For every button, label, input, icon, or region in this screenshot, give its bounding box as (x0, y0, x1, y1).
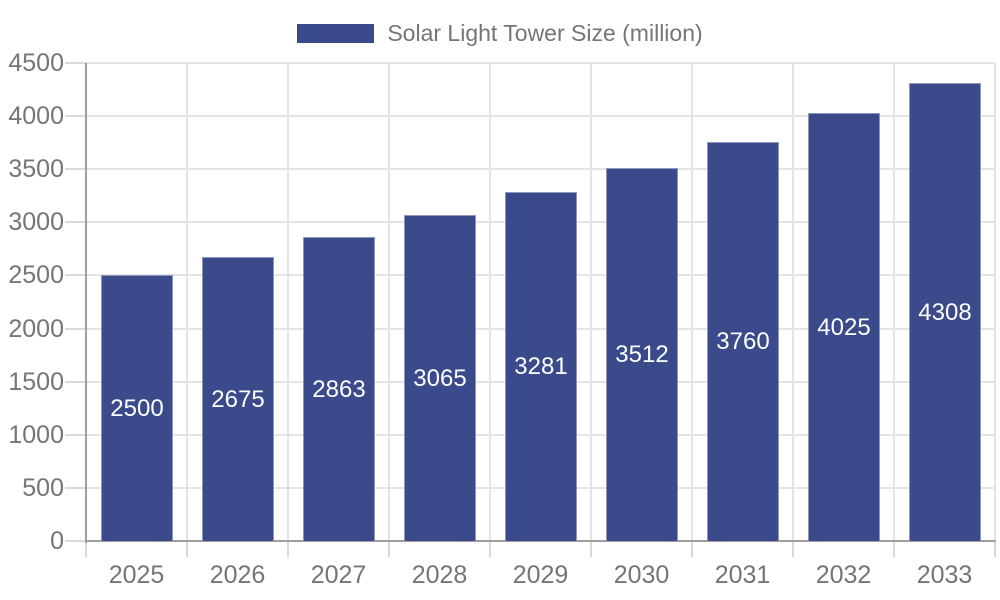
gridline-vertical (590, 63, 592, 541)
gridline-vertical (388, 63, 390, 541)
bar-value-label: 3065 (413, 364, 467, 392)
chart-legend: Solar Light Tower Size (million) (0, 19, 1000, 46)
y-axis-line (85, 63, 87, 543)
y-axis-tick (65, 115, 86, 117)
bar-2031[interactable]: 3760 (707, 142, 779, 541)
y-axis-label: 0 (50, 527, 64, 555)
gridline-vertical (994, 63, 996, 541)
bar-value-label: 4025 (817, 313, 871, 341)
bar-value-label: 3281 (514, 353, 568, 380)
bar-value-label: 2675 (211, 385, 265, 413)
y-axis-tick (65, 328, 86, 330)
x-axis-label: 2033 (916, 561, 973, 589)
bar-value-label: 2500 (110, 394, 164, 422)
x-axis-label: 2029 (512, 561, 569, 589)
x-axis-tick (590, 541, 592, 557)
x-axis-label: 2028 (411, 561, 468, 589)
gridline-vertical (489, 63, 491, 541)
y-axis-tick (65, 434, 86, 436)
x-axis-label: 2026 (209, 561, 266, 589)
gridline-vertical (186, 63, 188, 541)
bar-2025[interactable]: 2500 (101, 275, 173, 541)
x-axis-line (85, 540, 996, 542)
x-axis-tick (489, 541, 491, 557)
gridline-horizontal (86, 115, 995, 117)
y-axis-label: 1500 (8, 368, 64, 396)
gridline-horizontal (86, 62, 995, 64)
x-axis-tick (287, 541, 289, 557)
bar-2030[interactable]: 3512 (606, 168, 678, 541)
y-axis-tick (65, 487, 86, 489)
legend-label[interactable]: Solar Light Tower Size (million) (387, 19, 703, 46)
y-axis-tick (65, 381, 86, 383)
bar-value-label: 2863 (312, 375, 366, 403)
y-axis-tick (65, 221, 86, 223)
bar-2029[interactable]: 3281 (505, 192, 577, 541)
x-axis-label: 2030 (613, 561, 670, 589)
x-axis-label: 2025 (108, 561, 165, 589)
x-axis-label: 2032 (815, 561, 872, 589)
legend-swatch[interactable] (297, 23, 375, 43)
y-axis-label: 1000 (8, 421, 64, 449)
x-axis-tick (186, 541, 188, 557)
bar-value-label: 4308 (918, 298, 972, 326)
bar-2033[interactable]: 4308 (909, 83, 981, 541)
x-axis-label: 2031 (714, 561, 771, 589)
gridline-horizontal (86, 168, 995, 170)
x-axis-tick (85, 541, 87, 557)
y-axis-label: 4000 (8, 102, 64, 130)
x-axis-tick (691, 541, 693, 557)
bar-2026[interactable]: 2675 (202, 257, 274, 541)
gridline-vertical (691, 63, 693, 541)
y-axis-label: 500 (22, 474, 64, 502)
gridline-vertical (287, 63, 289, 541)
x-axis-label: 2027 (310, 561, 367, 589)
x-axis-tick (792, 541, 794, 557)
y-axis-label: 2000 (8, 315, 64, 343)
bar-2027[interactable]: 2863 (303, 237, 375, 541)
y-axis-label: 4500 (8, 49, 64, 77)
gridline-vertical (792, 63, 794, 541)
y-axis-label: 3500 (8, 155, 64, 183)
y-axis-tick (65, 540, 86, 542)
y-axis-label: 3000 (8, 208, 64, 236)
y-axis-tick (65, 168, 86, 170)
bar-value-label: 3760 (716, 328, 770, 355)
y-axis-label: 2500 (8, 261, 64, 289)
y-axis-tick (65, 274, 86, 276)
x-axis-tick (994, 541, 996, 557)
bar-2028[interactable]: 3065 (404, 215, 476, 541)
bar-value-label: 3512 (615, 341, 669, 368)
y-axis-tick (65, 62, 86, 64)
gridline-vertical (893, 63, 895, 541)
bar-2032[interactable]: 4025 (808, 113, 880, 541)
x-axis-tick (893, 541, 895, 557)
x-axis-tick (388, 541, 390, 557)
